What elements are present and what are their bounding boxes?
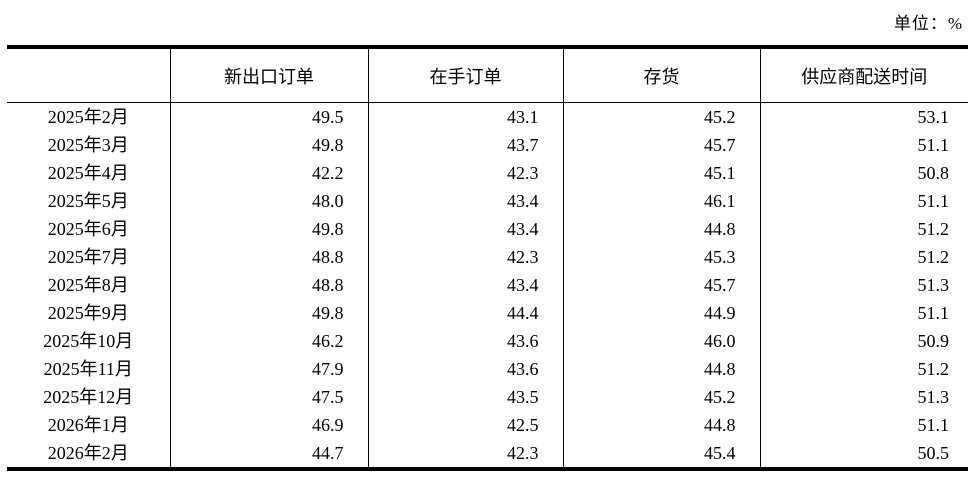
value-cell: 48.8 — [169, 271, 368, 299]
value-cell: 45.4 — [562, 439, 760, 469]
month-cell: 2025年12月 — [43, 387, 134, 407]
value-cell: 46.0 — [562, 327, 760, 355]
value-cell: 43.4 — [367, 215, 563, 243]
value-cell: 47.9 — [169, 355, 368, 383]
month-cell: 2025年8月 — [47, 275, 129, 295]
value-cell: 45.7 — [562, 131, 760, 159]
value-cell: 50.9 — [759, 327, 968, 355]
column-header-new-export-orders: 新出口订单 — [169, 47, 368, 103]
value-cell: 43.5 — [367, 383, 563, 411]
value-cell: 45.1 — [562, 159, 760, 187]
value-cell: 44.9 — [562, 299, 760, 327]
value-cell: 42.2 — [169, 159, 368, 187]
month-cell: 2025年5月 — [47, 191, 129, 211]
column-header-inventory: 存货 — [562, 47, 760, 103]
table-row: 2026年2月 44.7 42.3 45.4 50.5 — [7, 439, 968, 469]
value-cell: 48.0 — [169, 187, 368, 215]
value-cell: 49.5 — [169, 102, 368, 131]
column-header-supplier-delivery-time: 供应商配送时间 — [759, 47, 968, 103]
table-row: 2026年1月 46.9 42.5 44.8 51.1 — [7, 411, 968, 439]
month-cell: 2025年10月 — [43, 331, 134, 351]
value-cell: 47.5 — [169, 383, 368, 411]
value-cell: 45.7 — [562, 271, 760, 299]
table-row: 2025年9月 49.8 44.4 44.9 51.1 — [7, 299, 968, 327]
table-row: 2025年10月 46.2 43.6 46.0 50.9 — [7, 327, 968, 355]
value-cell: 44.8 — [562, 411, 760, 439]
month-cell: 2025年2月 — [47, 107, 129, 127]
value-cell: 44.8 — [562, 215, 760, 243]
month-cell: 2025年3月 — [47, 135, 129, 155]
value-cell: 49.8 — [169, 215, 368, 243]
value-cell: 53.1 — [759, 102, 968, 131]
pmi-subindex-table: 新出口订单 在手订单 存货 供应商配送时间 2025年2月 49.5 43.1 45.… — [7, 45, 968, 471]
unit-label: 单位：% — [893, 14, 963, 33]
value-cell: 50.8 — [759, 159, 968, 187]
value-cell: 43.7 — [367, 131, 563, 159]
value-cell: 48.8 — [169, 243, 368, 271]
month-cell: 2026年1月 — [47, 415, 129, 435]
value-cell: 44.7 — [169, 439, 368, 469]
value-cell: 46.1 — [562, 187, 760, 215]
value-cell: 45.2 — [562, 102, 760, 131]
value-cell: 51.3 — [759, 271, 968, 299]
value-cell: 46.9 — [169, 411, 368, 439]
month-cell: 2025年9月 — [47, 303, 129, 323]
value-cell: 43.4 — [367, 271, 563, 299]
value-cell: 51.1 — [759, 411, 968, 439]
value-cell: 43.6 — [367, 355, 563, 383]
table-row: 2025年6月 49.8 43.4 44.8 51.2 — [7, 215, 968, 243]
table-row: 2025年12月 47.5 43.5 45.2 51.3 — [7, 383, 968, 411]
column-header-month — [7, 47, 170, 103]
value-cell: 43.1 — [367, 102, 563, 131]
value-cell: 51.1 — [759, 131, 968, 159]
value-cell: 50.5 — [759, 439, 968, 469]
value-cell: 42.3 — [367, 243, 563, 271]
value-cell: 51.2 — [759, 243, 968, 271]
table-row: 2025年3月 49.8 43.7 45.7 51.1 — [7, 131, 968, 159]
value-cell: 45.2 — [562, 383, 760, 411]
value-cell: 49.8 — [169, 299, 368, 327]
value-cell: 43.4 — [367, 187, 563, 215]
month-cell: 2025年4月 — [47, 163, 129, 183]
value-cell: 45.3 — [562, 243, 760, 271]
table-body: 2025年2月 49.5 43.1 45.2 53.1 2025年3月 49.8 43.7 45… — [7, 102, 968, 469]
value-cell: 42.3 — [367, 159, 563, 187]
table-row: 2025年4月 42.2 42.3 45.1 50.8 — [7, 159, 968, 187]
table-row: 2025年11月 47.9 43.6 44.8 51.2 — [7, 355, 968, 383]
value-cell: 51.1 — [759, 299, 968, 327]
month-cell: 2025年7月 — [47, 247, 129, 267]
value-cell: 42.3 — [367, 439, 563, 469]
value-cell: 43.6 — [367, 327, 563, 355]
value-cell: 44.4 — [367, 299, 563, 327]
value-cell: 44.8 — [562, 355, 760, 383]
table-row: 2025年7月 48.8 42.3 45.3 51.2 — [7, 243, 968, 271]
month-cell: 2025年6月 — [47, 219, 129, 239]
value-cell: 51.2 — [759, 355, 968, 383]
value-cell: 46.2 — [169, 327, 368, 355]
table-row: 2025年5月 48.0 43.4 46.1 51.1 — [7, 187, 968, 215]
table-row: 2025年2月 49.5 43.1 45.2 53.1 — [7, 102, 968, 131]
table-row: 2025年8月 48.8 43.4 45.7 51.3 — [7, 271, 968, 299]
value-cell: 49.8 — [169, 131, 368, 159]
month-cell: 2025年11月 — [43, 359, 133, 379]
value-cell: 51.2 — [759, 215, 968, 243]
value-cell: 51.1 — [759, 187, 968, 215]
value-cell: 51.3 — [759, 383, 968, 411]
table-header-row: 新出口订单 在手订单 存货 供应商配送时间 — [7, 47, 968, 103]
month-cell: 2026年2月 — [47, 443, 129, 463]
value-cell: 42.5 — [367, 411, 563, 439]
column-header-orders-in-hand: 在手订单 — [367, 47, 563, 103]
